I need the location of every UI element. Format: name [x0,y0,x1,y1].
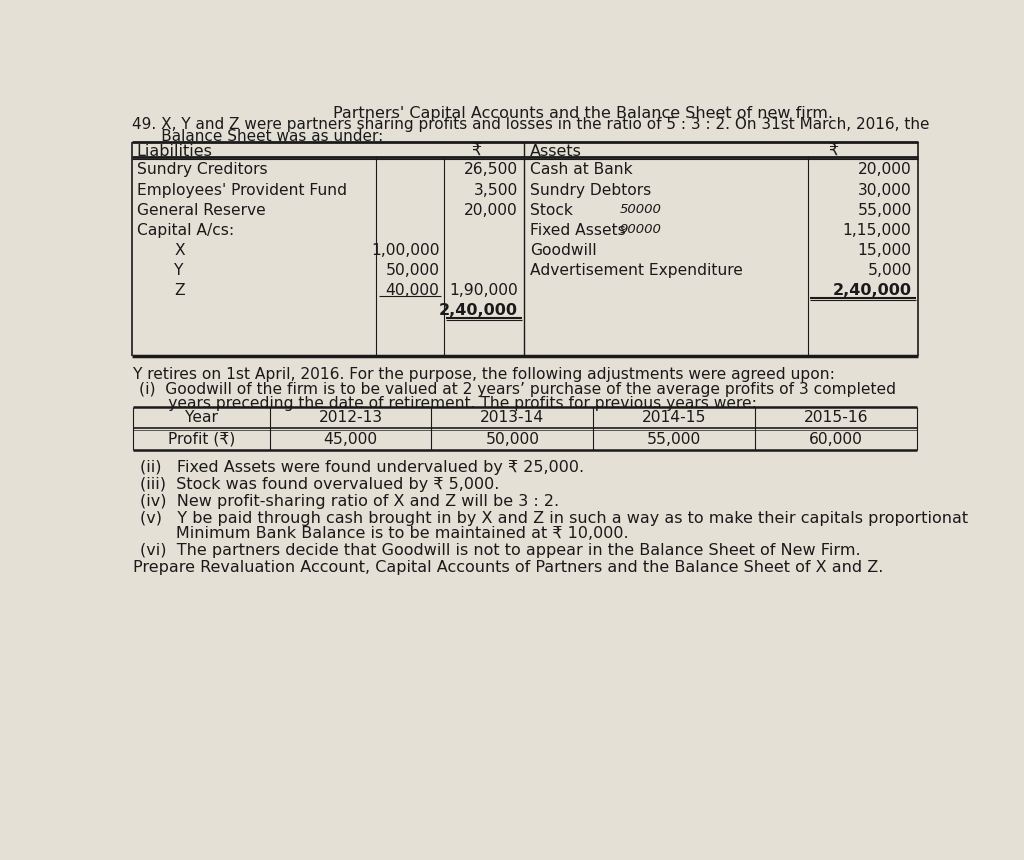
Text: X: X [174,243,185,258]
Text: 45,000: 45,000 [324,432,378,447]
Text: (v)   Y be paid through cash brought in by X and Z in such a way as to make thei: (v) Y be paid through cash brought in by… [140,512,969,526]
Text: 5,000: 5,000 [867,262,911,278]
Text: Y: Y [174,262,184,278]
Text: Balance Sheet was as under:: Balance Sheet was as under: [132,129,383,144]
Text: 40,000: 40,000 [386,283,439,298]
Text: 2013-14: 2013-14 [480,409,545,425]
Text: 1,00,000: 1,00,000 [371,243,439,258]
Text: Z: Z [174,283,185,298]
Text: 1,15,000: 1,15,000 [843,223,911,237]
Text: 55,000: 55,000 [647,432,701,447]
Text: 30,000: 30,000 [858,182,911,198]
Text: 2,40,000: 2,40,000 [439,303,518,317]
Text: Fixed Assets: Fixed Assets [530,223,626,237]
Text: Prepare Revaluation Account, Capital Accounts of Partners and the Balance Sheet : Prepare Revaluation Account, Capital Acc… [133,560,883,574]
Text: 15,000: 15,000 [857,243,911,258]
Text: ₹: ₹ [471,144,481,159]
Text: Capital A/cs:: Capital A/cs: [136,223,233,237]
Text: Year: Year [185,409,218,425]
Text: Profit (₹): Profit (₹) [168,432,234,447]
Text: 3,500: 3,500 [473,182,518,198]
Text: 90000: 90000 [620,224,662,236]
Text: 20,000: 20,000 [858,163,911,177]
Text: years preceding the date of retirement. The profits for previous years were:: years preceding the date of retirement. … [139,396,757,411]
Text: 26,500: 26,500 [464,163,518,177]
Text: 50,000: 50,000 [386,262,439,278]
Text: 1,90,000: 1,90,000 [450,283,518,298]
Text: Assets: Assets [530,144,582,159]
Text: 55,000: 55,000 [857,202,911,218]
Text: 20,000: 20,000 [464,202,518,218]
Text: 2014-15: 2014-15 [642,409,707,425]
Text: Sundry Creditors: Sundry Creditors [136,163,267,177]
Text: (i)  Goodwill of the firm is to be valued at 2 years’ purchase of the average pr: (i) Goodwill of the firm is to be valued… [139,382,896,397]
Text: (ii)   Fixed Assets were found undervalued by ₹ 25,000.: (ii) Fixed Assets were found undervalued… [140,460,585,476]
Text: 60,000: 60,000 [809,432,862,447]
Text: (vi)  The partners decide that Goodwill is not to appear in the Balance Sheet of: (vi) The partners decide that Goodwill i… [140,543,861,558]
Text: Minimum Bank Balance is to be maintained at ₹ 10,000.: Minimum Bank Balance is to be maintained… [140,526,629,541]
Text: 50,000: 50,000 [485,432,540,447]
Text: Advertisement Expenditure: Advertisement Expenditure [530,262,743,278]
Text: Goodwill: Goodwill [530,243,597,258]
Text: Employees' Provident Fund: Employees' Provident Fund [136,182,346,198]
Text: General Reserve: General Reserve [136,202,265,218]
Text: Stock: Stock [530,202,573,218]
Text: Cash at Bank: Cash at Bank [530,163,633,177]
Text: Sundry Debtors: Sundry Debtors [530,182,651,198]
Text: 2015-16: 2015-16 [804,409,868,425]
Text: 50000: 50000 [620,203,662,217]
Text: (iii)  Stock was found overvalued by ₹ 5,000.: (iii) Stock was found overvalued by ₹ 5,… [140,477,500,493]
Text: (iv)  New profit-sharing ratio of X and Z will be 3 : 2.: (iv) New profit-sharing ratio of X and Z… [140,494,559,509]
Text: Partners' Capital Accounts and the Balance Sheet of new firm.: Partners' Capital Accounts and the Balan… [334,107,834,121]
Text: 2,40,000: 2,40,000 [833,283,911,298]
Text: Liabilities: Liabilities [136,144,212,159]
Text: Y retires on 1st April, 2016. For the purpose, the following adjustments were ag: Y retires on 1st April, 2016. For the pu… [133,366,835,382]
Text: 2012-13: 2012-13 [318,409,383,425]
Text: ₹: ₹ [827,144,838,159]
Text: 49. X, Y and Z were partners sharing profits and losses in the ratio of 5 : 3 : : 49. X, Y and Z were partners sharing pro… [132,117,930,132]
